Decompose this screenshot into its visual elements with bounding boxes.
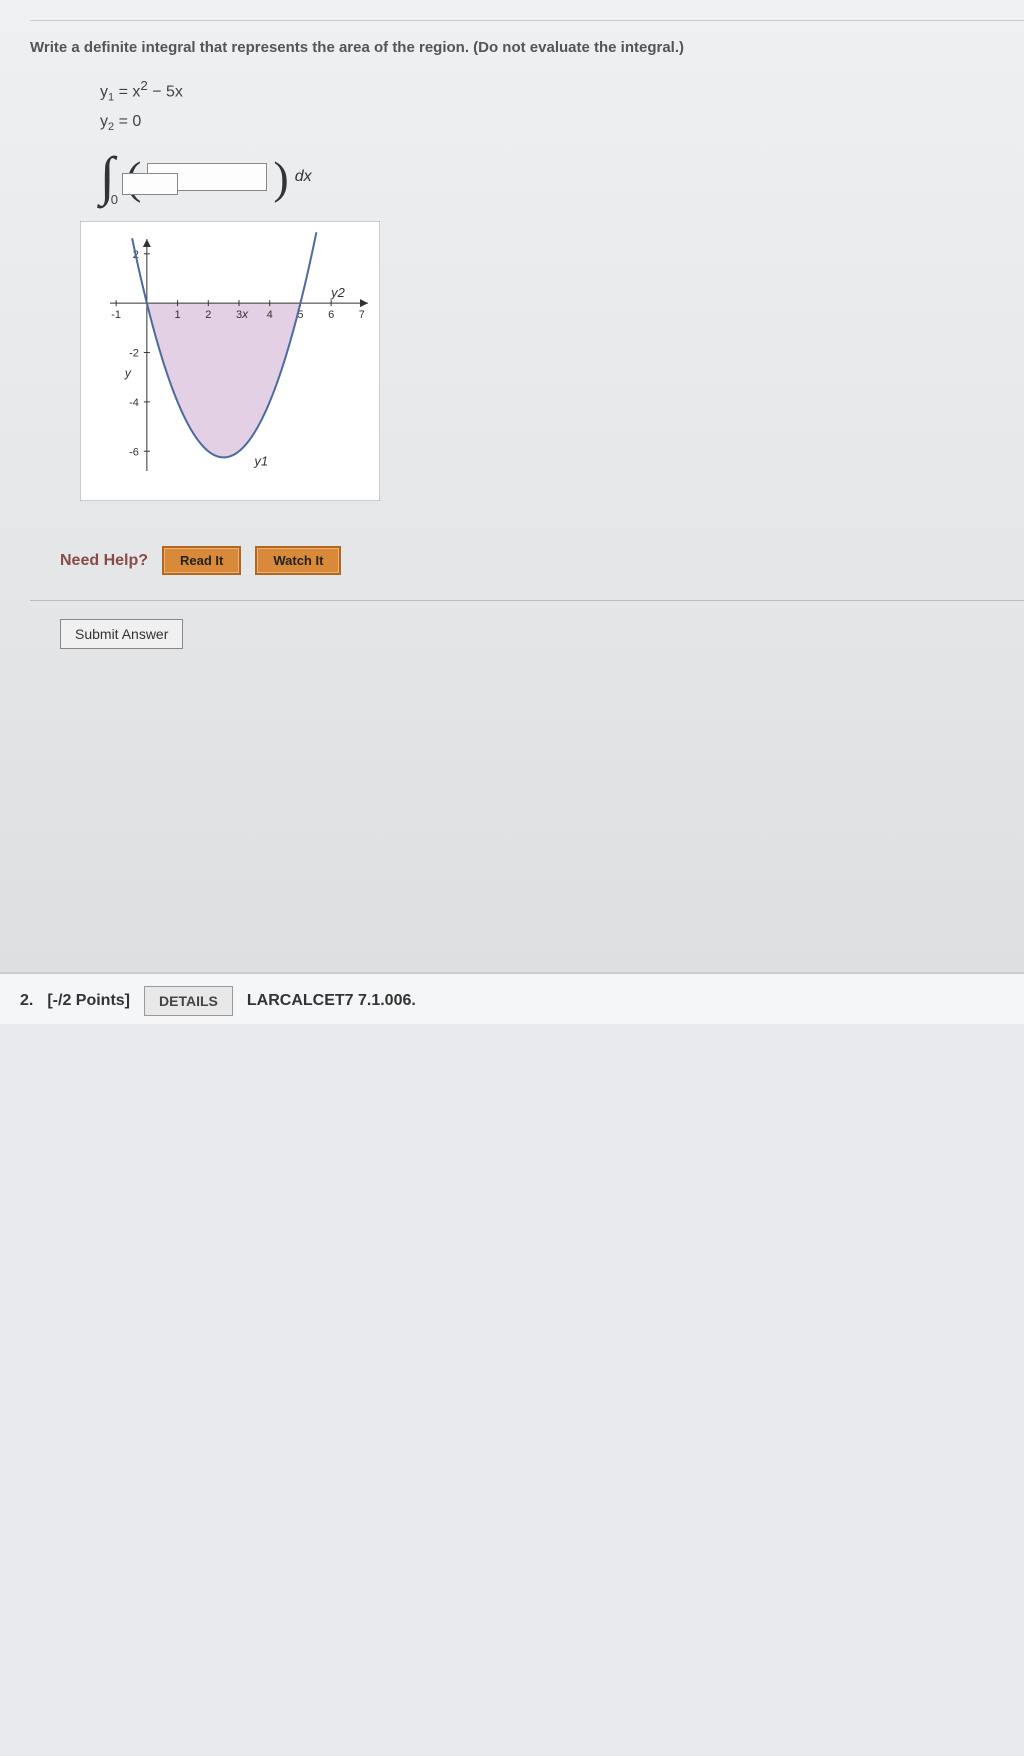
svg-text:-1: -1 [111, 309, 121, 321]
svg-text:y1: y1 [253, 453, 268, 468]
question-block: Write a definite integral that represent… [30, 20, 1024, 649]
svg-text:x: x [241, 307, 249, 321]
svg-text:y: y [124, 366, 132, 380]
dx-label: dx [295, 168, 312, 186]
need-help-label: Need Help? [60, 552, 148, 570]
read-it-button[interactable]: Read It [162, 546, 241, 575]
question-number: 2. [20, 992, 33, 1010]
points-label: [-/2 Points] [47, 992, 130, 1010]
details-button[interactable]: DETAILS [144, 986, 233, 1016]
svg-text:y2: y2 [330, 285, 346, 300]
graph-svg: -112345672-2-4-6xyy1y2 [80, 221, 380, 501]
svg-text:-2: -2 [129, 348, 139, 360]
given-equations: y1 = x2 − 5x y2 = 0 [100, 74, 1024, 138]
svg-text:6: 6 [328, 309, 334, 321]
question-prompt: Write a definite integral that represent… [30, 39, 1024, 56]
graph-figure: -112345672-2-4-6xyy1y2 [80, 221, 1024, 506]
svg-text:7: 7 [359, 309, 365, 321]
integral-symbol: ∫ [100, 158, 115, 196]
equation-2: y2 = 0 [100, 108, 1024, 138]
lower-limit: 0 [111, 192, 118, 207]
svg-text:1: 1 [175, 309, 181, 321]
svg-text:-6: -6 [129, 446, 139, 458]
svg-text:3: 3 [236, 309, 242, 321]
integral-expression: ∫ 0 ( ) dx [100, 158, 1024, 196]
divider [30, 600, 1024, 601]
svg-text:-4: -4 [129, 397, 139, 409]
reference-label: LARCALCET7 7.1.006. [247, 992, 416, 1010]
next-question-bar: 2. [-/2 Points] DETAILS LARCALCET7 7.1.0… [0, 972, 1024, 1024]
help-row: Need Help? Read It Watch It [60, 546, 1024, 575]
submit-answer-button[interactable]: Submit Answer [60, 619, 183, 649]
svg-text:2: 2 [205, 309, 211, 321]
watch-it-button[interactable]: Watch It [255, 546, 341, 575]
svg-text:4: 4 [267, 309, 273, 321]
upper-limit-input[interactable] [122, 173, 178, 195]
close-paren: ) [273, 166, 288, 189]
equation-1: y1 = x2 − 5x [100, 74, 1024, 108]
